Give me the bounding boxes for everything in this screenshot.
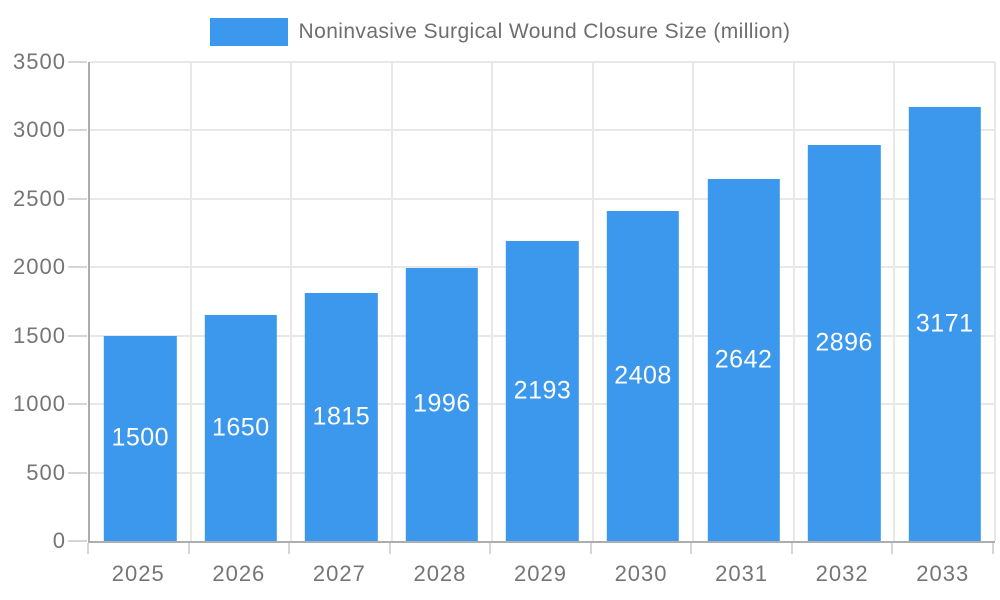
x-axis-label-2028: 2028 [413, 561, 467, 586]
y-tick-2500 [68, 197, 87, 200]
category-slot-2029: 2193 [492, 62, 593, 541]
bar-2027[interactable]: 1815 [305, 292, 378, 541]
y-axis-label-1000: 1000 [13, 391, 66, 417]
x-tick-8 [891, 543, 894, 554]
category-slot-2028: 1996 [392, 62, 493, 541]
gridline-x-6 [692, 62, 695, 541]
y-tick-2000 [68, 266, 87, 269]
x-axis-label-2027: 2027 [312, 561, 366, 586]
category-slot-2033: 3171 [894, 62, 995, 541]
bar-value-label-2029: 2193 [513, 376, 572, 405]
y-axis-label-2000: 2000 [13, 254, 66, 280]
x-axis-label-2029: 2029 [514, 561, 567, 586]
x-axis-label-2026: 2026 [212, 561, 266, 586]
bar-2028[interactable]: 1996 [405, 267, 479, 541]
x-tick-6 [690, 543, 693, 554]
gridline-x-2 [290, 62, 293, 541]
x-tick-7 [790, 543, 793, 554]
bar-value-label-2027: 1815 [312, 402, 371, 431]
y-axis-label-3500: 3500 [13, 49, 66, 74]
x-axis-label-2025: 2025 [111, 561, 165, 586]
gridline-y-2500 [90, 197, 995, 200]
category-slot-2032: 2896 [794, 62, 895, 541]
plot-area: 1500 1650 1815 1996 2193 2408 2642 2896 3171 [88, 61, 996, 543]
y-tick-500 [68, 471, 87, 474]
bar-value-label-2033: 3171 [915, 309, 974, 338]
y-axis-label-3000: 3000 [13, 117, 66, 143]
gridline-x-8 [893, 62, 896, 541]
bar-2032[interactable]: 2896 [807, 144, 881, 541]
x-axis-label-2033: 2033 [916, 561, 970, 586]
x-axis-label-2031: 2031 [715, 561, 769, 586]
gridline-y-3000 [90, 129, 995, 132]
bar-value-label-2032: 2896 [815, 328, 873, 357]
bar-value-label-2028: 1996 [413, 389, 471, 418]
gridline-x-1 [189, 62, 192, 541]
gridline-x-7 [792, 62, 795, 541]
legend-swatch-icon [209, 18, 288, 46]
y-tick-1500 [68, 334, 87, 337]
gridline-x-4 [491, 62, 494, 541]
legend: Noninvasive Surgical Wound Closure Size … [0, 18, 1000, 46]
y-axis-label-500: 500 [26, 459, 66, 485]
gridline-x-3 [390, 62, 393, 541]
x-tick-1 [187, 543, 190, 554]
y-tick-1000 [68, 403, 87, 406]
bar-value-label-2031: 2642 [714, 345, 773, 374]
bar-value-label-2025: 1500 [111, 423, 170, 452]
y-axis-label-0: 0 [52, 528, 66, 553]
x-tick-2 [288, 543, 291, 554]
y-tick-3000 [68, 129, 87, 132]
legend-label: Noninvasive Surgical Wound Closure Size … [298, 20, 791, 43]
y-axis-label-2500: 2500 [13, 185, 66, 211]
category-slot-2027: 1815 [291, 62, 392, 541]
category-slot-2030: 2408 [593, 62, 694, 541]
bar-2033[interactable]: 3171 [908, 107, 981, 541]
legend-item[interactable]: Noninvasive Surgical Wound Closure Size … [209, 18, 791, 46]
bar-2030[interactable]: 2408 [606, 211, 680, 541]
bar-value-label-2030: 2408 [614, 361, 672, 390]
bar-2026[interactable]: 1650 [204, 315, 278, 541]
category-slot-2031: 2642 [693, 62, 794, 541]
category-slot-2026: 1650 [191, 62, 292, 541]
bar-2031[interactable]: 2642 [707, 179, 780, 541]
y-tick-0 [68, 540, 87, 542]
gridline-y-3500 [90, 61, 995, 63]
x-tick-5 [589, 543, 592, 554]
x-tick-3 [388, 543, 391, 554]
gridline-x-5 [591, 62, 594, 541]
gridline-x-9 [994, 62, 996, 541]
bar-2025[interactable]: 1500 [104, 335, 177, 541]
bar-value-label-2026: 1650 [211, 413, 270, 442]
y-tick-3500 [68, 61, 87, 63]
bar-2029[interactable]: 2193 [506, 240, 579, 541]
x-tick-9 [992, 543, 994, 554]
category-slot-2025: 1500 [90, 62, 191, 541]
x-tick-4 [489, 543, 492, 554]
x-axis-label-2030: 2030 [614, 561, 668, 586]
x-tick-0 [87, 543, 89, 554]
x-axis-label-2032: 2032 [815, 561, 869, 586]
y-axis-label-1500: 1500 [13, 322, 66, 348]
